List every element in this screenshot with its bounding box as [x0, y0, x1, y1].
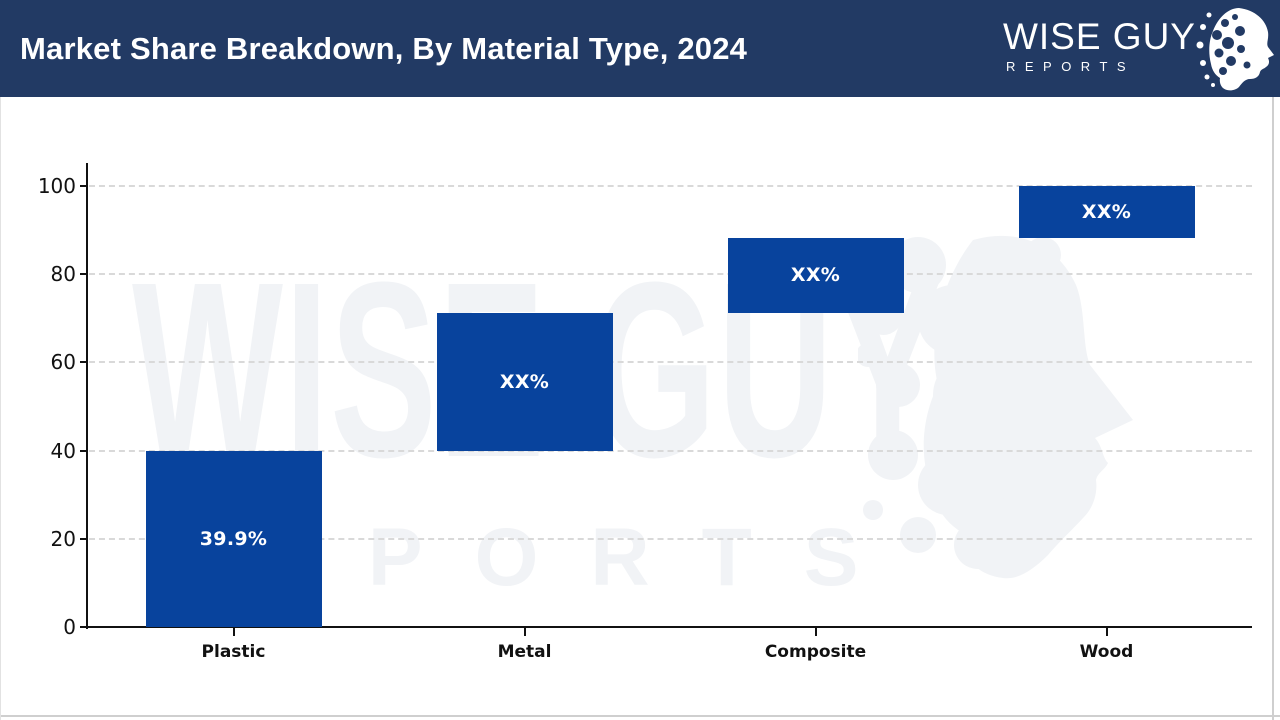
category-label-metal: Metal	[497, 642, 552, 662]
bar-wood: XX%	[1018, 186, 1195, 238]
y-tick-label-100: 100	[37, 174, 76, 198]
left-border-line	[0, 97, 1, 720]
x-tickmark-composite	[814, 628, 817, 636]
y-tickmark-0	[80, 626, 88, 628]
bottom-border-line	[0, 715, 1280, 717]
y-tick-label-20: 20	[50, 526, 76, 551]
x-axis-line	[86, 626, 1252, 628]
chart-area: WISE GUY REPORTS 0 20 40 60 80 100 39.9% Plasti…	[0, 97, 1280, 720]
y-tick-label-80: 80	[50, 262, 76, 287]
y-tickmark-100	[80, 185, 88, 187]
bar-value-label-composite: XX%	[790, 264, 841, 287]
watermark-face-icon	[858, 235, 1133, 579]
logo-text: WISE GUY REPORTS	[1002, 16, 1196, 74]
category-label-wood: Wood	[1079, 642, 1134, 662]
y-tick-label-60: 60	[50, 350, 76, 375]
y-tick-label-0: 0	[63, 615, 76, 639]
category-label-composite: Composite	[764, 642, 867, 662]
y-tickmark-40	[80, 449, 88, 452]
bar-value-label-plastic: 39.9%	[199, 528, 268, 550]
plot-area: 0 20 40 60 80 100 39.9% Plastic XX% Metal XX% Compo…	[0, 97, 1280, 720]
x-tickmark-metal	[523, 628, 526, 636]
page-title: Market Share Breakdown, By Material Type…	[20, 30, 748, 66]
bar-composite: XX%	[727, 237, 904, 313]
gridline-80	[89, 273, 1252, 276]
logo-subtext: REPORTS	[1005, 58, 1136, 74]
dotted-face-icon	[1196, 8, 1274, 91]
bar-plastic: 39.9%	[145, 451, 322, 627]
wise-guy-logo: WISE GUY REPORTS	[1003, 0, 1280, 97]
gridline-60	[89, 361, 1252, 364]
gridline-100	[89, 185, 1252, 187]
gridline-40	[89, 449, 1252, 452]
x-tickmark-wood	[1105, 628, 1108, 636]
y-tickmark-80	[80, 273, 88, 276]
right-border-line	[1272, 97, 1274, 720]
y-axis-line	[86, 163, 88, 629]
y-tickmark-20	[80, 537, 88, 540]
y-tick-label-40: 40	[50, 438, 76, 463]
y-tickmark-60	[80, 361, 88, 364]
category-label-plastic: Plastic	[201, 642, 266, 662]
header-band: Market Share Breakdown, By Material Type…	[0, 0, 1280, 97]
bar-value-label-metal: XX%	[499, 370, 550, 393]
gridline-20	[89, 537, 1252, 540]
bar-metal: XX%	[436, 312, 613, 452]
x-tickmark-plastic	[232, 628, 235, 636]
logo-wordmark: WISE GUY	[1002, 16, 1196, 57]
bar-value-label-wood: XX%	[1081, 200, 1132, 223]
